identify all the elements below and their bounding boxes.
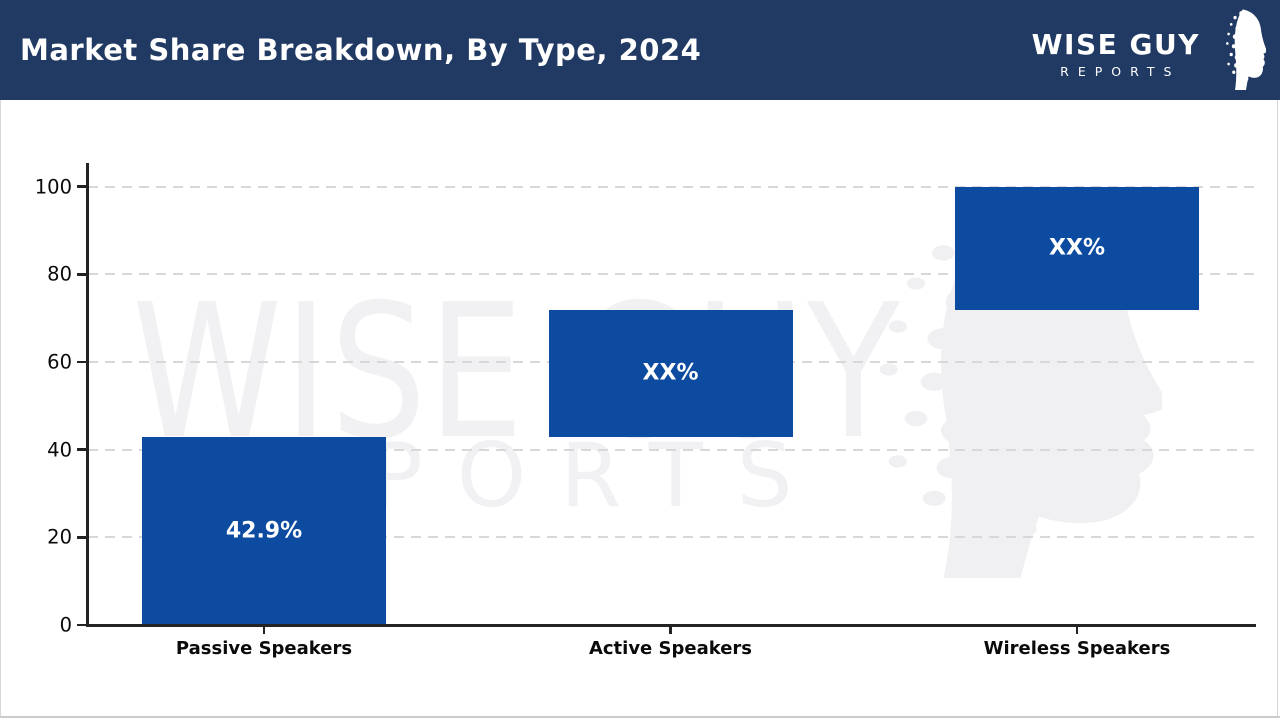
y-tick-mark [77, 536, 86, 539]
bar-value-label: XX% [642, 360, 699, 386]
y-tick-label: 80 [47, 262, 72, 286]
y-tick-label: 0 [59, 613, 72, 637]
logo-wordmark: WISE GUY REPORTS [1031, 28, 1200, 79]
logo-wordmark-line2: REPORTS [1060, 63, 1181, 79]
header-banner: Market Share Breakdown, By Type, 2024 WI… [0, 0, 1280, 100]
logo-wordmark-line1: WISE GUY [1031, 28, 1200, 61]
gridline [88, 448, 1255, 451]
y-tick-mark [77, 448, 86, 451]
x-category-label: Wireless Speakers [983, 638, 1171, 659]
brand-logo: WISE GUY REPORTS [1002, 6, 1268, 94]
y-tick-label: 40 [47, 438, 72, 462]
bar-value-label: 42.9% [225, 518, 303, 544]
gridline [88, 273, 1255, 276]
bar-active-speakers [548, 309, 793, 437]
y-tick-label: 20 [47, 525, 72, 549]
bar-value-label: XX% [1049, 235, 1105, 261]
x-tick-mark [669, 626, 672, 634]
page-border-bottom [0, 716, 1280, 718]
x-axis-line [85, 623, 1256, 627]
dotted-face-icon [1226, 9, 1266, 90]
page-border-right [1277, 100, 1278, 718]
y-tick-mark [77, 360, 86, 364]
y-tick-mark [77, 623, 86, 627]
page-border-left [0, 100, 1, 718]
gridline [88, 536, 1255, 539]
y-tick-label: 100 [34, 175, 72, 199]
y-tick-mark [77, 273, 86, 276]
y-tick-label: 60 [47, 350, 72, 374]
bar-wireless-speakers [955, 186, 1199, 310]
bar-passive-speakers [142, 436, 386, 625]
y-tick-mark [77, 185, 86, 188]
gridline [88, 185, 1255, 188]
x-tick-mark [262, 626, 266, 634]
x-tick-mark [1075, 626, 1079, 634]
page-title: Market Share Breakdown, By Type, 2024 [20, 33, 702, 67]
x-category-label: Passive Speakers [175, 638, 353, 659]
x-category-label: Active Speakers [588, 638, 753, 659]
y-axis-spine [85, 163, 89, 626]
